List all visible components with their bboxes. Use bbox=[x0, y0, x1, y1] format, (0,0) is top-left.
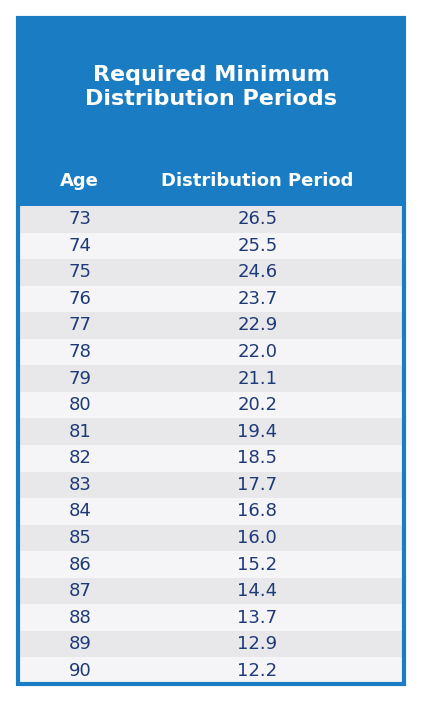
Text: 12.2: 12.2 bbox=[237, 662, 277, 680]
Text: 14.4: 14.4 bbox=[237, 582, 277, 600]
Text: 73: 73 bbox=[68, 211, 91, 228]
Bar bbox=[18, 259, 404, 286]
Text: 16.0: 16.0 bbox=[238, 529, 277, 547]
Bar bbox=[18, 524, 404, 551]
Text: 75: 75 bbox=[68, 263, 91, 282]
Bar bbox=[18, 365, 404, 392]
Text: 25.5: 25.5 bbox=[237, 237, 277, 255]
Text: 79: 79 bbox=[68, 370, 91, 388]
Text: 20.2: 20.2 bbox=[237, 396, 277, 414]
Text: 77: 77 bbox=[68, 317, 91, 334]
Bar bbox=[18, 445, 404, 472]
Text: 78: 78 bbox=[68, 343, 91, 361]
Bar bbox=[18, 418, 404, 445]
Bar bbox=[18, 206, 404, 232]
Bar bbox=[18, 551, 404, 578]
Text: 16.8: 16.8 bbox=[238, 503, 277, 520]
Bar bbox=[18, 392, 404, 418]
Text: 87: 87 bbox=[68, 582, 91, 600]
Text: 76: 76 bbox=[68, 290, 91, 308]
Bar bbox=[18, 498, 404, 524]
Bar bbox=[18, 604, 404, 631]
Text: Required Minimum
Distribution Periods: Required Minimum Distribution Periods bbox=[85, 65, 337, 110]
Bar bbox=[18, 232, 404, 259]
Text: 26.5: 26.5 bbox=[237, 211, 277, 228]
Text: 89: 89 bbox=[68, 635, 91, 653]
Text: 80: 80 bbox=[68, 396, 91, 414]
Text: 12.9: 12.9 bbox=[237, 635, 277, 653]
Text: 82: 82 bbox=[68, 449, 91, 468]
Bar bbox=[18, 339, 404, 365]
Text: 86: 86 bbox=[68, 555, 91, 574]
Text: 81: 81 bbox=[68, 423, 91, 441]
Text: 23.7: 23.7 bbox=[237, 290, 277, 308]
Text: 24.6: 24.6 bbox=[237, 263, 277, 282]
Text: 74: 74 bbox=[68, 237, 91, 255]
Text: Distribution Period: Distribution Period bbox=[161, 172, 354, 190]
Text: Age: Age bbox=[60, 172, 99, 190]
Text: 85: 85 bbox=[68, 529, 91, 547]
Text: 19.4: 19.4 bbox=[237, 423, 277, 441]
Text: 83: 83 bbox=[68, 476, 91, 494]
Text: 84: 84 bbox=[68, 503, 91, 520]
Text: 17.7: 17.7 bbox=[237, 476, 277, 494]
Bar bbox=[18, 472, 404, 498]
Bar bbox=[18, 156, 404, 206]
Text: 18.5: 18.5 bbox=[237, 449, 277, 468]
Bar bbox=[18, 631, 404, 658]
Text: 21.1: 21.1 bbox=[237, 370, 277, 388]
Text: 22.9: 22.9 bbox=[237, 317, 277, 334]
Bar bbox=[18, 286, 404, 312]
Text: 15.2: 15.2 bbox=[237, 555, 277, 574]
Text: 22.0: 22.0 bbox=[237, 343, 277, 361]
Bar bbox=[18, 658, 404, 684]
Bar bbox=[18, 312, 404, 339]
Text: 90: 90 bbox=[68, 662, 91, 680]
Text: 13.7: 13.7 bbox=[237, 609, 277, 627]
Bar bbox=[18, 578, 404, 604]
Bar bbox=[18, 18, 404, 156]
Text: 88: 88 bbox=[68, 609, 91, 627]
